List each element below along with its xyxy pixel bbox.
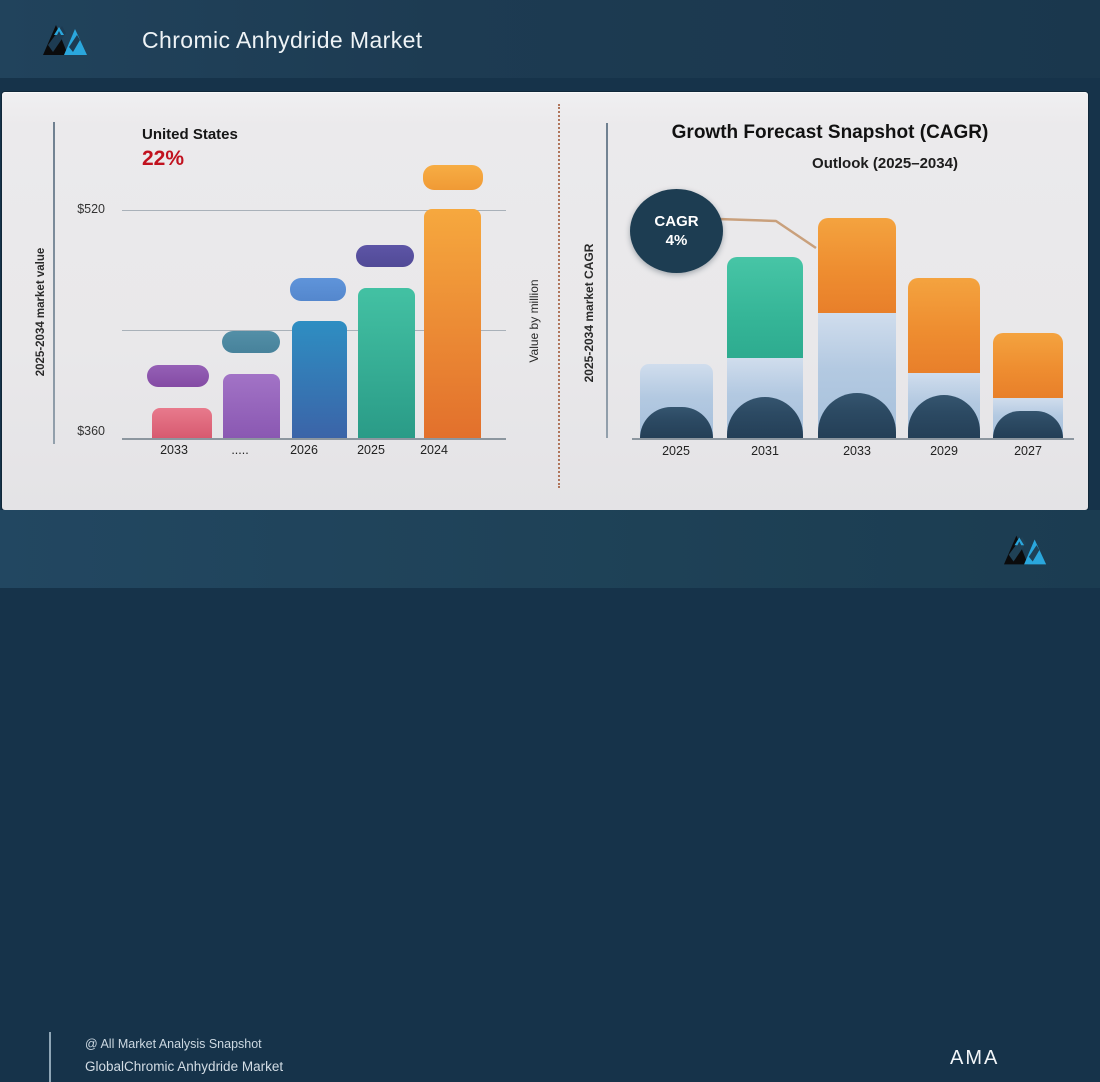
ama-logo-icon <box>43 25 87 55</box>
bar-cap-2025 <box>356 245 414 267</box>
bar-cap-2033 <box>147 365 209 387</box>
bar-2024 <box>424 209 481 438</box>
left-y-axis-label: 2025-2034 market value <box>35 247 47 377</box>
stack-2027-base <box>993 411 1063 438</box>
gridline-520 <box>122 210 506 211</box>
footer-divider-line <box>49 1032 51 1082</box>
ama-logo-icon <box>1003 535 1047 565</box>
footer-market-text: GlobalChromic Anhydride Market <box>85 1059 284 1074</box>
cagr-badge: CAGR 4% <box>630 189 723 273</box>
bar-2033 <box>152 408 212 438</box>
left-y-axis-line <box>53 122 55 444</box>
x-label-2024: 2024 <box>420 443 448 457</box>
x-label-r-2027: 2027 <box>1014 444 1042 458</box>
x-label-2026: 2026 <box>290 443 318 457</box>
cagr-badge-label: CAGR <box>654 213 699 230</box>
callout-connector-line <box>717 217 817 250</box>
right-x-axis-line <box>632 438 1074 440</box>
bar-2025 <box>358 288 415 438</box>
x-label-dots: ..... <box>231 443 249 457</box>
stack-2031-top <box>727 257 803 359</box>
right-y-axis-line <box>606 123 608 438</box>
left-chart-annotation: 22% <box>142 147 185 170</box>
footer-brand-text: AMA <box>950 1047 1000 1069</box>
bar-dots <box>223 374 280 438</box>
right-chart-subtitle: Outlook (2025–2034) <box>812 155 958 172</box>
left-chart-right-axis-label: Value by million <box>527 279 541 363</box>
x-label-r-2033: 2033 <box>843 444 871 458</box>
y-tick-520: $520 <box>77 202 105 216</box>
x-label-r-2031: 2031 <box>751 444 779 458</box>
x-label-r-2029: 2029 <box>930 444 958 458</box>
left-x-axis-line <box>122 438 506 440</box>
stack-2029-top <box>908 278 980 374</box>
panel-divider-dotted-line <box>558 104 560 488</box>
stack-2033-top <box>818 218 896 314</box>
x-label-2033: 2033 <box>160 443 188 457</box>
bar-cap-2024 <box>423 165 483 190</box>
x-label-r-2025: 2025 <box>662 444 690 458</box>
bar-cap-dots <box>222 331 280 353</box>
footer-bar: @ All Market Analysis Snapshot GlobalChr… <box>0 510 1100 1082</box>
footer-snapshot-text: @ All Market Analysis Snapshot <box>85 1037 262 1051</box>
bar-2026 <box>292 321 347 438</box>
x-label-2025: 2025 <box>357 443 385 457</box>
right-chart-title: Growth Forecast Snapshot (CAGR) <box>671 122 989 143</box>
bar-cap-2026 <box>290 278 346 301</box>
y-tick-360: $360 <box>77 424 105 438</box>
right-y-axis-label: 2025-2034 market CAGR <box>582 243 596 383</box>
header-bar: Chromic Anhydride Market <box>0 0 1100 78</box>
chart-panel <box>2 92 1088 510</box>
page-title: Chromic Anhydride Market <box>142 27 423 53</box>
left-chart-title: United States <box>142 126 238 143</box>
stack-2027-top <box>993 333 1063 399</box>
cagr-badge-value: 4% <box>665 232 688 249</box>
